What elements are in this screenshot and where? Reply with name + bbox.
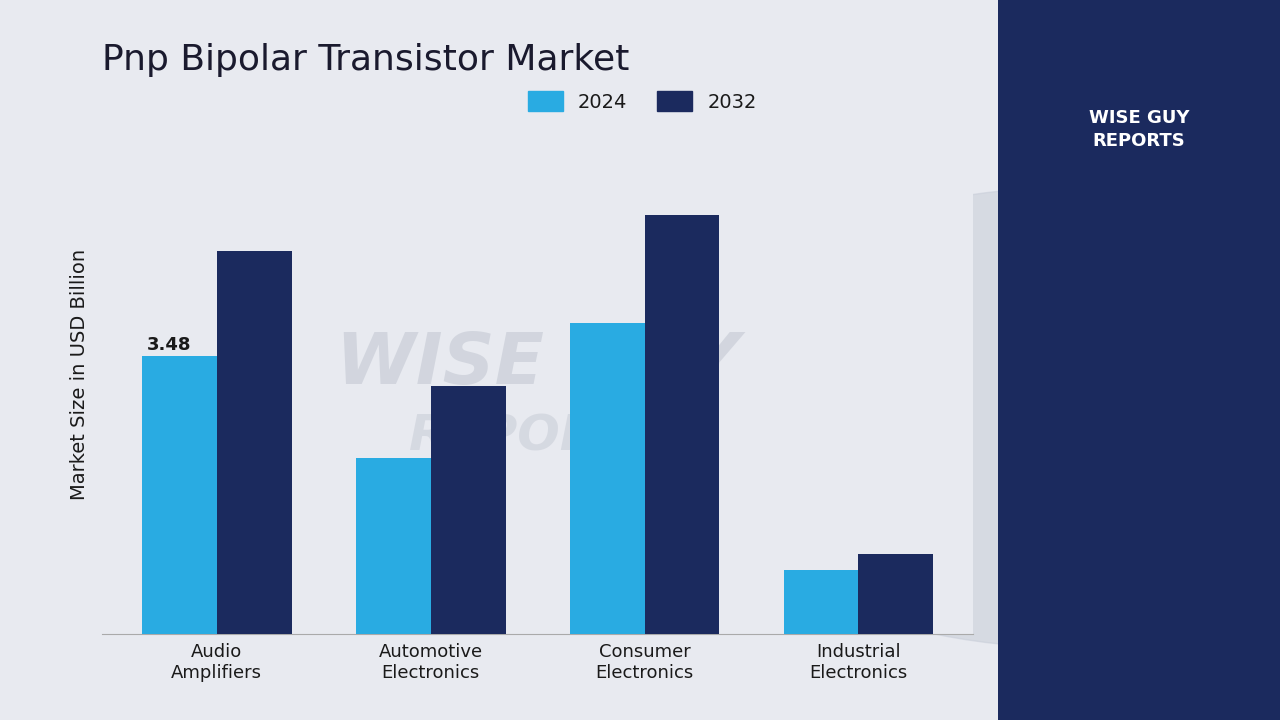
Bar: [142, 356, 216, 634]
Text: WISE GUY: WISE GUY: [335, 330, 740, 399]
Text: 3.48: 3.48: [146, 336, 191, 354]
Text: REPORTS: REPORTS: [408, 413, 667, 461]
Bar: [570, 323, 645, 634]
Text: Pnp Bipolar Transistor Market: Pnp Bipolar Transistor Market: [102, 43, 630, 77]
Y-axis label: Market Size in USD Billion: Market Size in USD Billion: [69, 249, 88, 500]
Legend: 2024, 2032: 2024, 2032: [520, 84, 764, 120]
Text: WISE GUY
REPORTS: WISE GUY REPORTS: [1089, 109, 1189, 150]
Bar: [783, 570, 859, 634]
Bar: [356, 458, 430, 634]
Bar: [430, 387, 506, 634]
Bar: [859, 554, 933, 634]
Bar: [216, 251, 292, 634]
Bar: [645, 215, 719, 634]
